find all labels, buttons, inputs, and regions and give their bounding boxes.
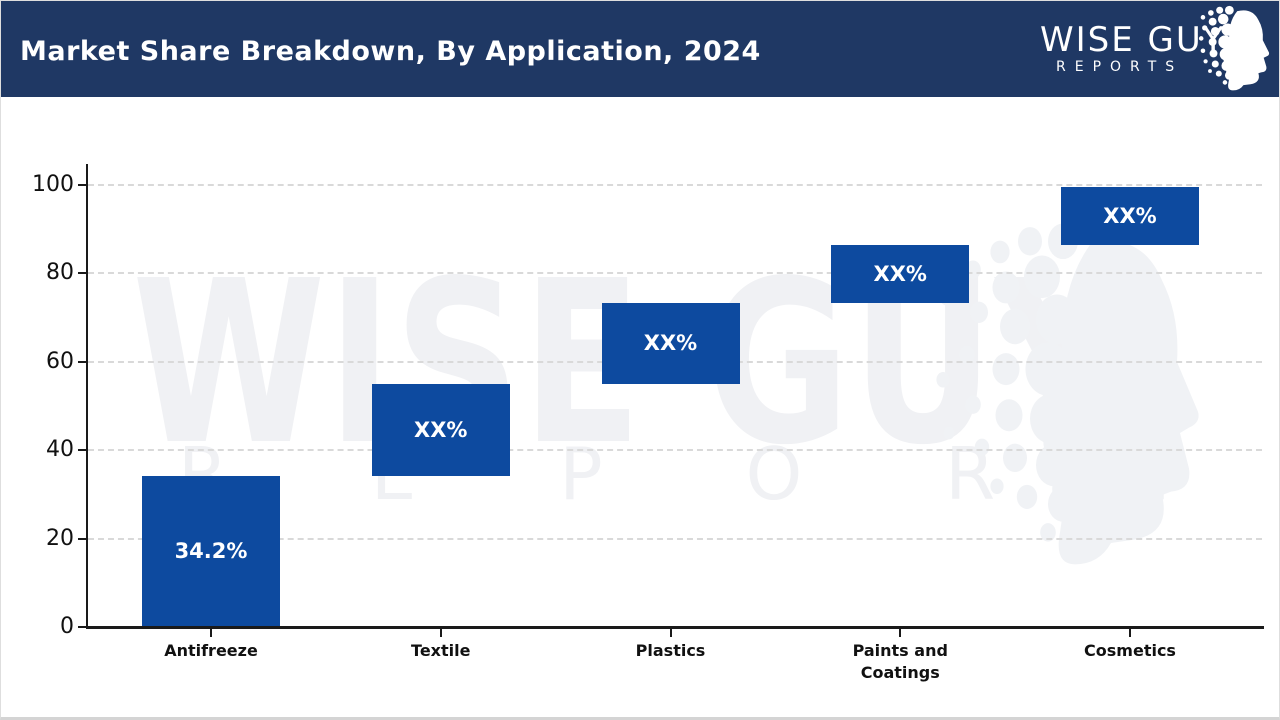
bar-value-label: XX% [643, 331, 698, 356]
x-tick-mark [669, 628, 672, 637]
bar-cosmetics: XX% [1061, 187, 1199, 245]
y-tick-mark [78, 626, 86, 628]
y-tick-mark [78, 272, 86, 275]
y-tick-label: 60 [46, 348, 74, 374]
page-title: Market Share Breakdown, By Application, … [20, 36, 761, 67]
bar-plastics: XX% [601, 303, 740, 384]
x-tick-mark [899, 628, 902, 637]
y-tick-mark [78, 360, 86, 363]
x-tick-mark [210, 628, 212, 637]
y-gridline [88, 272, 1262, 275]
y-tick-label: 20 [46, 525, 74, 551]
bar-value-label: 34.2% [174, 539, 248, 564]
logo-subtext: REPORTS [1056, 59, 1184, 75]
wise-guy-face-icon [1198, 5, 1270, 91]
watermark-face-icon [936, 223, 1199, 565]
bar-textile: XX% [371, 383, 510, 476]
y-axis-spine [86, 164, 88, 629]
x-tick-label: Paints and Coatings [852, 641, 948, 682]
y-gridline [88, 449, 1262, 452]
x-tick-mark [1129, 628, 1131, 637]
header: Market Share Breakdown, By Application, … [0, 0, 1280, 97]
x-tick-label: Antifreeze [164, 641, 258, 660]
y-tick-label: 100 [32, 172, 74, 197]
y-gridline [88, 184, 1262, 186]
y-tick-mark [78, 537, 86, 540]
y-tick-mark [78, 184, 86, 186]
bar-value-label: XX% [414, 417, 468, 442]
x-tick-label: Plastics [635, 641, 706, 660]
x-tick-mark [439, 628, 442, 637]
bar-paints-and-coatings: XX% [831, 244, 970, 303]
y-tick-mark [78, 449, 86, 452]
bar-value-label: XX% [873, 261, 927, 286]
bar-value-label: XX% [1103, 203, 1157, 228]
y-tick-label: 80 [46, 260, 74, 286]
logo-wordmark: WISE GUY [1040, 20, 1226, 60]
x-axis-spine [86, 626, 1264, 629]
x-tick-label: Textile [411, 641, 471, 660]
y-tick-label: 40 [46, 437, 74, 463]
bar-antifreeze: 34.2% [142, 475, 280, 627]
x-tick-label: Cosmetics [1084, 641, 1176, 660]
y-gridline [88, 537, 1262, 540]
y-tick-label: 0 [60, 614, 74, 639]
